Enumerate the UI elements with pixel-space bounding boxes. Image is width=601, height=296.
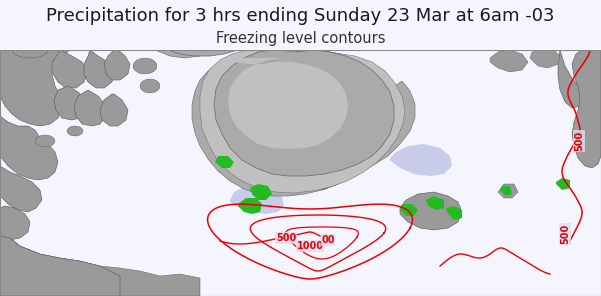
Polygon shape [490, 50, 528, 72]
Polygon shape [104, 50, 130, 80]
Polygon shape [572, 50, 601, 168]
Text: Freezing level contours: Freezing level contours [216, 31, 385, 46]
Text: 500: 500 [574, 131, 584, 151]
Polygon shape [0, 236, 120, 296]
Polygon shape [74, 90, 106, 126]
Polygon shape [322, 81, 415, 190]
Polygon shape [0, 206, 30, 240]
Polygon shape [100, 94, 128, 126]
Polygon shape [200, 50, 405, 193]
Polygon shape [238, 198, 262, 214]
Polygon shape [54, 86, 86, 120]
Polygon shape [400, 204, 418, 216]
Polygon shape [390, 144, 452, 176]
Polygon shape [0, 116, 58, 180]
Text: 1000: 1000 [296, 241, 323, 251]
Text: 500: 500 [560, 224, 570, 244]
Polygon shape [140, 79, 160, 93]
Text: 500: 500 [276, 233, 296, 243]
Polygon shape [0, 166, 42, 212]
Polygon shape [133, 58, 157, 74]
Polygon shape [530, 50, 560, 68]
Polygon shape [250, 184, 272, 200]
Polygon shape [35, 135, 55, 147]
Polygon shape [426, 196, 444, 210]
Polygon shape [168, 50, 394, 176]
Polygon shape [0, 50, 70, 126]
Polygon shape [155, 50, 402, 196]
Polygon shape [446, 206, 462, 220]
Polygon shape [230, 184, 284, 214]
Polygon shape [222, 58, 348, 149]
Polygon shape [67, 126, 83, 136]
Text: Precipitation for 3 hrs ending Sunday 23 Mar at 6am -03: Precipitation for 3 hrs ending Sunday 23… [46, 7, 555, 25]
Polygon shape [84, 50, 115, 88]
Polygon shape [400, 192, 462, 230]
Polygon shape [0, 236, 200, 296]
Polygon shape [498, 184, 518, 198]
Polygon shape [215, 156, 234, 168]
Polygon shape [556, 178, 570, 190]
Polygon shape [52, 50, 88, 88]
Text: 00: 00 [322, 235, 335, 245]
Polygon shape [12, 42, 48, 58]
Polygon shape [580, 50, 601, 108]
Polygon shape [500, 186, 512, 196]
Polygon shape [558, 50, 585, 108]
